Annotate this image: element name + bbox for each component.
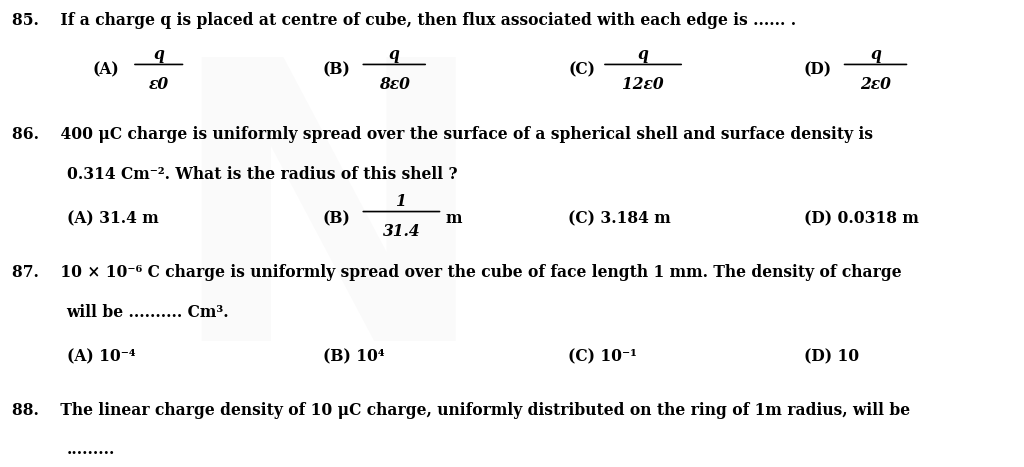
Text: 87.    10 × 10⁻⁶ C charge is uniformly spread over the cube of face length 1 mm.: 87. 10 × 10⁻⁶ C charge is uniformly spre… <box>12 264 902 281</box>
Text: q: q <box>389 46 399 63</box>
Text: 8ε0: 8ε0 <box>379 76 410 92</box>
Text: (D): (D) <box>804 62 831 78</box>
Text: N: N <box>165 45 490 422</box>
Text: 1: 1 <box>396 193 407 210</box>
Text: (C) 10⁻¹: (C) 10⁻¹ <box>568 348 637 365</box>
Text: will be .......... Cm³.: will be .......... Cm³. <box>67 304 229 320</box>
Text: (A) 31.4 m: (A) 31.4 m <box>67 210 159 227</box>
Text: (D) 0.0318 m: (D) 0.0318 m <box>804 210 919 227</box>
Text: ε0: ε0 <box>148 76 169 92</box>
Text: 0.314 Cm⁻². What is the radius of this shell ?: 0.314 Cm⁻². What is the radius of this s… <box>67 166 457 183</box>
Text: 12ε0: 12ε0 <box>623 76 664 92</box>
Text: (C): (C) <box>568 62 595 78</box>
Text: (B): (B) <box>323 210 350 227</box>
Text: 86.    400 μC charge is uniformly spread over the surface of a spherical shell a: 86. 400 μC charge is uniformly spread ov… <box>12 126 873 143</box>
Text: (C) 3.184 m: (C) 3.184 m <box>568 210 671 227</box>
Text: .........: ......... <box>67 441 115 458</box>
Text: q: q <box>154 46 164 63</box>
Text: 2ε0: 2ε0 <box>860 76 891 92</box>
Text: q: q <box>870 46 881 63</box>
Text: (A): (A) <box>92 62 119 78</box>
Text: (A) 10⁻⁴: (A) 10⁻⁴ <box>67 348 135 365</box>
Text: (B) 10⁴: (B) 10⁴ <box>323 348 384 365</box>
Text: 88.    The linear charge density of 10 μC charge, uniformly distributed on the r: 88. The linear charge density of 10 μC c… <box>12 402 910 418</box>
Text: 85.    If a charge q is placed at centre of cube, then flux associated with each: 85. If a charge q is placed at centre of… <box>12 12 797 28</box>
Text: q: q <box>638 46 648 63</box>
Text: (D) 10: (D) 10 <box>804 348 859 365</box>
Text: (B): (B) <box>323 62 350 78</box>
Text: m: m <box>445 210 462 227</box>
Text: 31.4: 31.4 <box>383 223 420 240</box>
